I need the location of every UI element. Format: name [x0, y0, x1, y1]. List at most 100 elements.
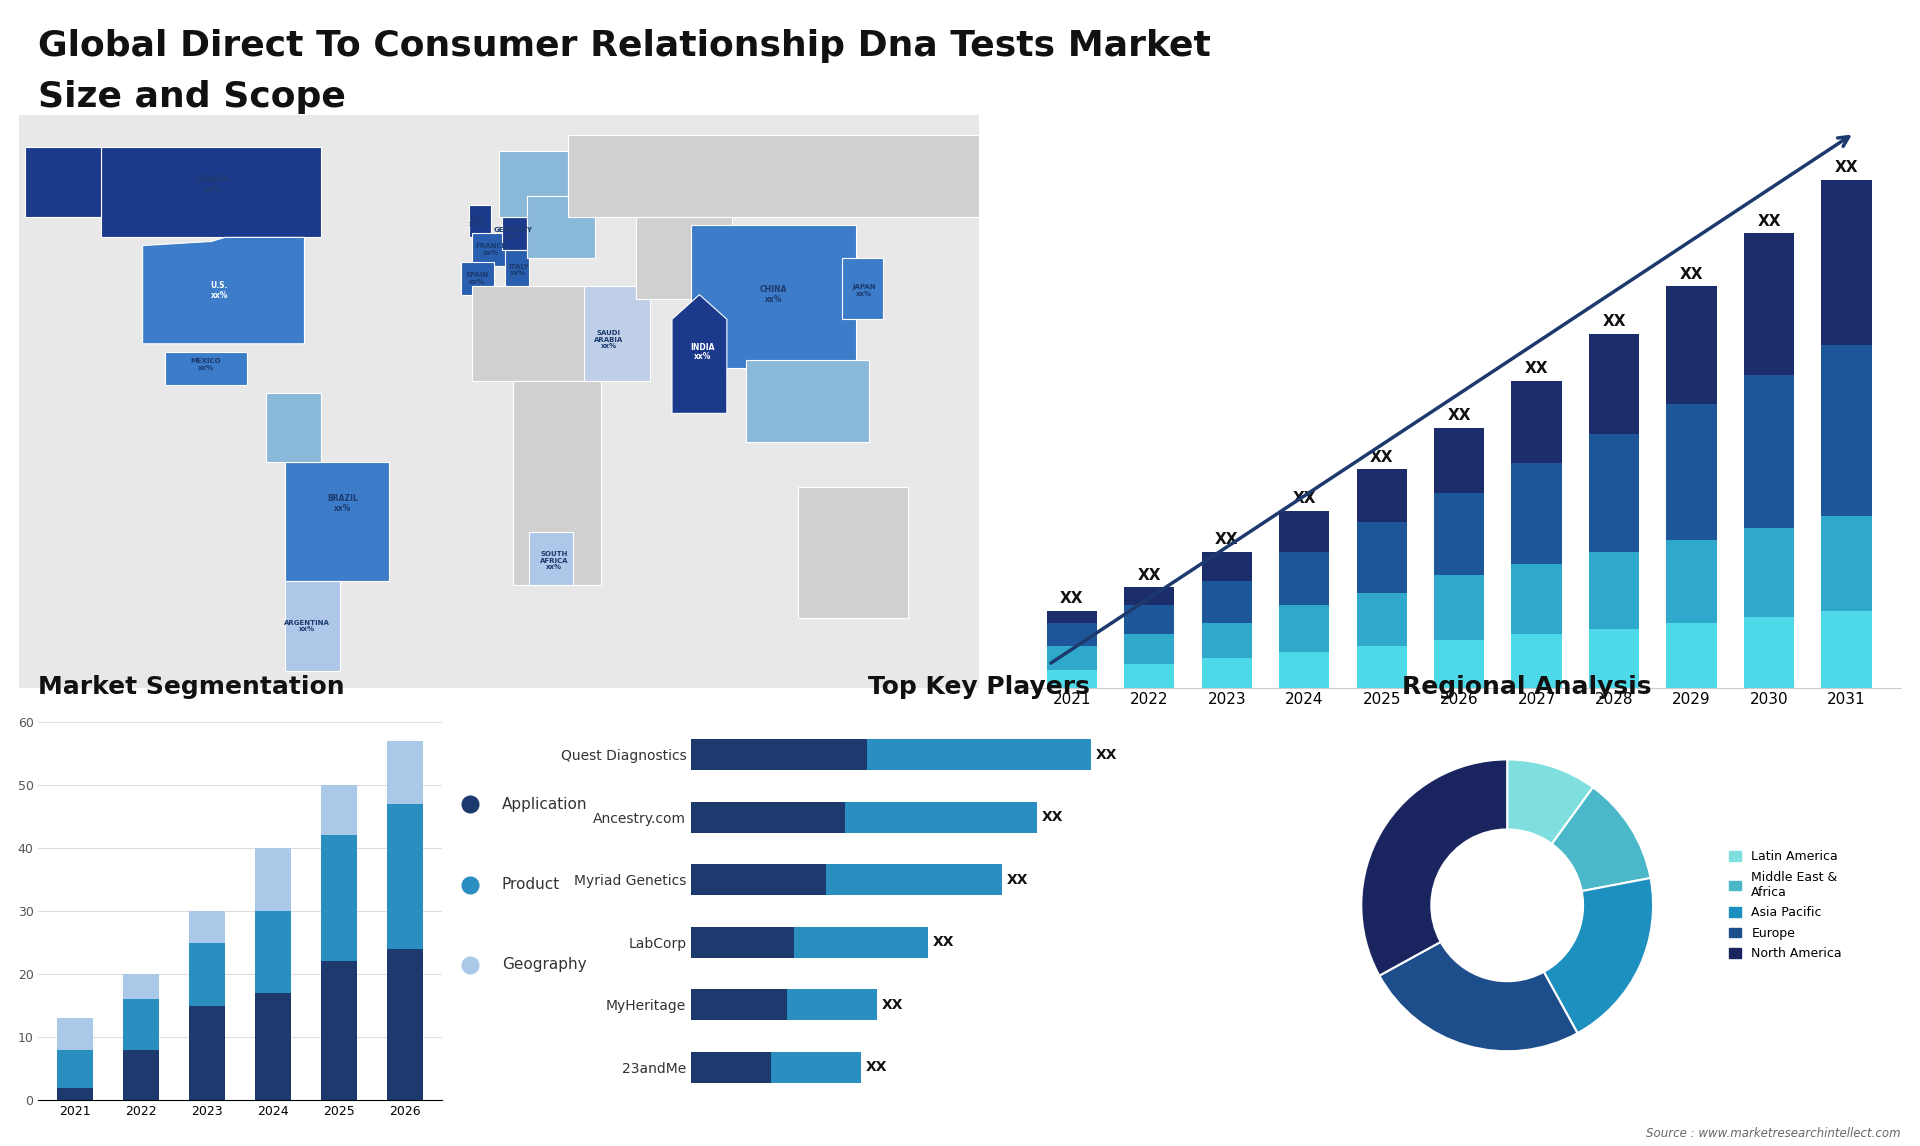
Bar	[1357, 594, 1407, 646]
Bar	[1511, 564, 1561, 635]
Polygon shape	[568, 135, 979, 217]
Polygon shape	[843, 258, 883, 320]
Polygon shape	[501, 217, 526, 250]
Polygon shape	[636, 217, 732, 299]
Bar	[1743, 234, 1795, 375]
Polygon shape	[165, 352, 248, 385]
Bar	[691, 802, 845, 833]
Bar	[1279, 605, 1329, 652]
Bar	[1822, 180, 1872, 345]
Bar	[58, 1088, 92, 1100]
Bar	[1590, 629, 1640, 688]
Bar	[1590, 434, 1640, 552]
Polygon shape	[461, 262, 493, 295]
Bar	[793, 927, 927, 958]
Text: CANADA
xx%: CANADA xx%	[194, 175, 228, 194]
Text: CHINA
xx%: CHINA xx%	[760, 285, 787, 304]
Text: JAPAN
xx%: JAPAN xx%	[852, 284, 876, 297]
Polygon shape	[513, 380, 601, 586]
Bar	[255, 848, 292, 911]
Bar	[1046, 646, 1096, 670]
Bar	[123, 974, 159, 999]
Bar	[1357, 523, 1407, 594]
Bar	[123, 999, 159, 1050]
Text: Top Key Players: Top Key Players	[868, 675, 1091, 699]
Text: XX: XX	[1292, 490, 1315, 505]
Text: GERMANY
xx%: GERMANY xx%	[493, 227, 532, 240]
Text: Global Direct To Consumer Relationship Dna Tests Market: Global Direct To Consumer Relationship D…	[38, 29, 1212, 63]
Text: ITALY
xx%: ITALY xx%	[509, 264, 528, 276]
Polygon shape	[799, 487, 908, 618]
Text: XX: XX	[1041, 810, 1064, 824]
Polygon shape	[584, 286, 651, 380]
Text: XX: XX	[881, 998, 902, 1012]
Text: XX: XX	[1836, 160, 1859, 175]
Bar	[1202, 552, 1252, 581]
Polygon shape	[691, 225, 856, 368]
Bar	[868, 739, 1091, 770]
Bar	[1046, 611, 1096, 622]
Bar	[691, 1052, 772, 1083]
Bar	[772, 1052, 860, 1083]
Text: MARKET
RESEARCH
INTELLECT: MARKET RESEARCH INTELLECT	[1734, 115, 1789, 146]
Text: XX: XX	[1680, 267, 1703, 282]
Bar	[58, 1018, 92, 1050]
Bar	[1434, 493, 1484, 575]
Wedge shape	[1544, 878, 1653, 1034]
Text: SPAIN
xx%: SPAIN xx%	[467, 272, 490, 284]
Text: XX: XX	[933, 935, 954, 949]
Bar	[1123, 605, 1175, 635]
Polygon shape	[472, 234, 507, 266]
Bar	[1822, 345, 1872, 517]
Text: XX: XX	[1757, 213, 1782, 228]
Bar	[321, 785, 357, 835]
Bar	[1822, 517, 1872, 611]
Bar	[1357, 646, 1407, 688]
Bar	[1434, 427, 1484, 493]
Bar	[188, 911, 225, 942]
Text: XX: XX	[1060, 591, 1083, 606]
Text: U.S.
xx%: U.S. xx%	[211, 281, 228, 300]
Bar	[691, 864, 826, 895]
Bar	[1123, 587, 1175, 605]
Bar	[1590, 552, 1640, 629]
Bar	[58, 1050, 92, 1088]
Bar	[1434, 641, 1484, 688]
Polygon shape	[142, 237, 305, 344]
Bar	[188, 942, 225, 1006]
Wedge shape	[1379, 942, 1578, 1051]
Text: ARGENTINA
xx%: ARGENTINA xx%	[284, 620, 330, 633]
Bar	[1822, 611, 1872, 688]
Bar	[1667, 540, 1716, 622]
Text: Market Segmentation: Market Segmentation	[38, 675, 346, 699]
FancyBboxPatch shape	[19, 115, 979, 688]
Bar	[255, 992, 292, 1100]
Bar	[845, 802, 1037, 833]
Polygon shape	[526, 196, 595, 258]
Bar	[188, 1006, 225, 1100]
Text: XX: XX	[1371, 449, 1394, 464]
Polygon shape	[286, 581, 340, 672]
Wedge shape	[1507, 760, 1594, 843]
Bar	[787, 989, 877, 1020]
Text: Geography: Geography	[501, 957, 586, 973]
Bar	[1511, 635, 1561, 688]
Bar	[691, 739, 868, 770]
Bar	[1743, 375, 1795, 528]
Text: SOUTH
AFRICA
xx%: SOUTH AFRICA xx%	[540, 551, 568, 571]
Polygon shape	[267, 393, 321, 463]
Bar	[1123, 635, 1175, 664]
Wedge shape	[1361, 760, 1507, 975]
Polygon shape	[505, 250, 530, 291]
Bar	[1279, 511, 1329, 552]
Wedge shape	[1551, 787, 1651, 892]
Bar	[1357, 470, 1407, 523]
Text: SAUDI
ARABIA
xx%: SAUDI ARABIA xx%	[595, 330, 624, 350]
Bar	[1743, 617, 1795, 688]
Polygon shape	[530, 532, 574, 586]
Text: MEXICO
xx%: MEXICO xx%	[190, 358, 221, 370]
Text: Application: Application	[501, 796, 588, 813]
Polygon shape	[286, 463, 390, 581]
Polygon shape	[472, 286, 628, 380]
Bar	[1667, 622, 1716, 688]
